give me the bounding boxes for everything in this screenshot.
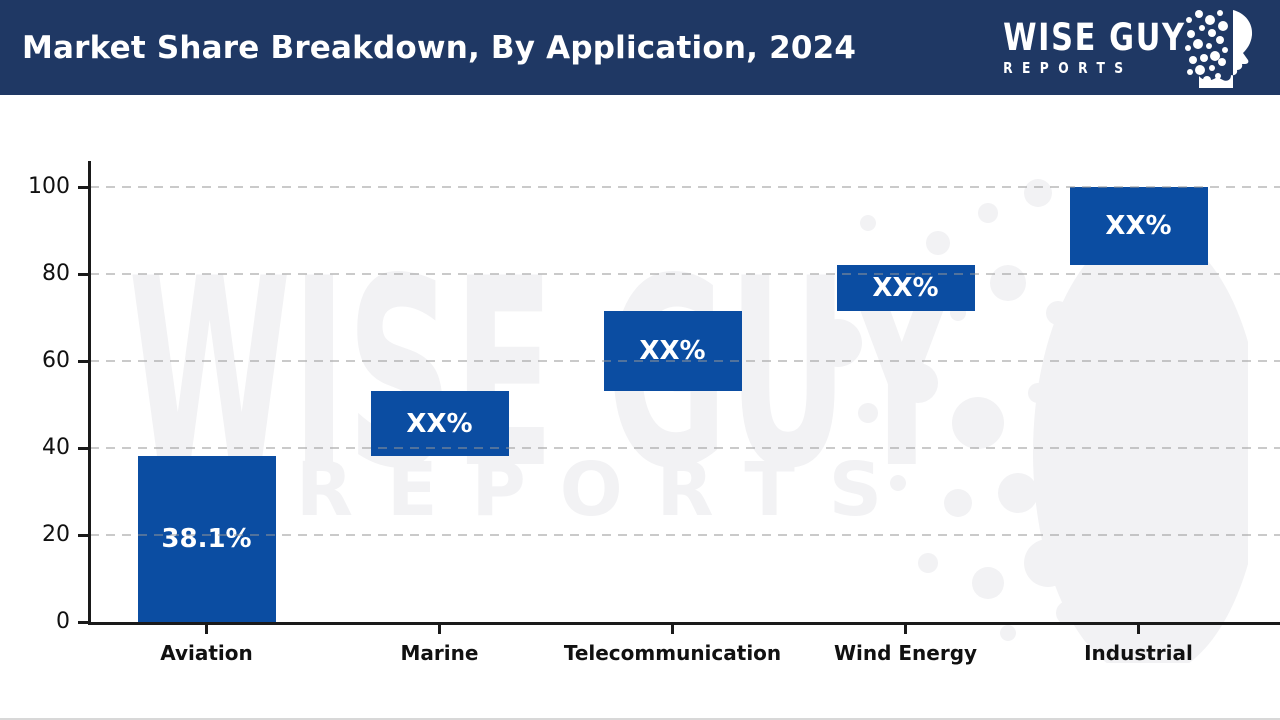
y-tick — [78, 186, 88, 189]
y-tick-label: 0 — [56, 609, 70, 634]
bar-industrial: XX% — [1069, 187, 1208, 265]
x-tick — [1137, 625, 1140, 634]
bar-value-label: XX% — [406, 408, 473, 439]
y-tick-label: 60 — [42, 348, 70, 373]
x-tick-label: Wind Energy — [833, 641, 978, 665]
bar-aviation: 38.1% — [137, 456, 276, 622]
gridline — [90, 273, 1280, 275]
logo-face-icon — [1185, 9, 1253, 88]
y-tick — [78, 360, 88, 363]
x-axis-line — [88, 622, 1280, 625]
footer-line — [0, 718, 1280, 720]
x-tick — [205, 625, 208, 634]
header: Market Share Breakdown, By Application, … — [0, 0, 1280, 95]
y-tick — [78, 621, 88, 624]
gridline — [90, 360, 1280, 362]
plot-area: 0 20 40 60 80 100 38.1% XX% XX% XX% XX% Aviation Mar… — [0, 95, 1280, 718]
gridline — [90, 447, 1280, 449]
bar-value-label: XX% — [1105, 210, 1172, 241]
y-tick — [78, 273, 88, 276]
chart-area: WISE GUY REPORTS 0 20 40 60 80 100 38.1% XX% XX%… — [0, 95, 1280, 718]
x-tick-label: Industrial — [1084, 641, 1193, 665]
bar-value-label: 38.1% — [161, 524, 252, 555]
y-tick — [78, 447, 88, 450]
page-title: Market Share Breakdown, By Application, … — [22, 29, 857, 66]
y-tick-label: 100 — [28, 174, 70, 199]
logo: WISE GUY REPORTS — [963, 6, 1258, 90]
x-tick — [904, 625, 907, 634]
y-tick-label: 80 — [42, 261, 70, 286]
watermark-subtitle: REPORTS — [296, 447, 917, 533]
logo-subtitle: REPORTS — [1003, 58, 1134, 77]
bar-marine: XX% — [370, 391, 509, 457]
y-tick-label: 40 — [42, 435, 70, 460]
x-tick-label: Telecommunication — [563, 641, 782, 665]
bar-value-label: XX% — [872, 273, 939, 304]
watermark-face-icon — [814, 179, 1248, 663]
x-tick-label: Aviation — [160, 641, 253, 665]
logo-text: WISE GUY REPORTS — [1003, 19, 1186, 77]
y-tick — [78, 534, 88, 537]
gridline — [90, 186, 1280, 188]
bar-wind-energy: XX% — [836, 264, 975, 312]
x-tick-label: Marine — [400, 641, 479, 665]
x-tick — [438, 625, 441, 634]
gridline — [90, 534, 1280, 536]
bar-telecommunication: XX% — [603, 311, 742, 391]
y-axis-line — [88, 161, 91, 625]
x-tick — [671, 625, 674, 634]
logo-wordmark: WISE GUY — [1003, 15, 1186, 59]
y-tick-label: 20 — [42, 522, 70, 547]
